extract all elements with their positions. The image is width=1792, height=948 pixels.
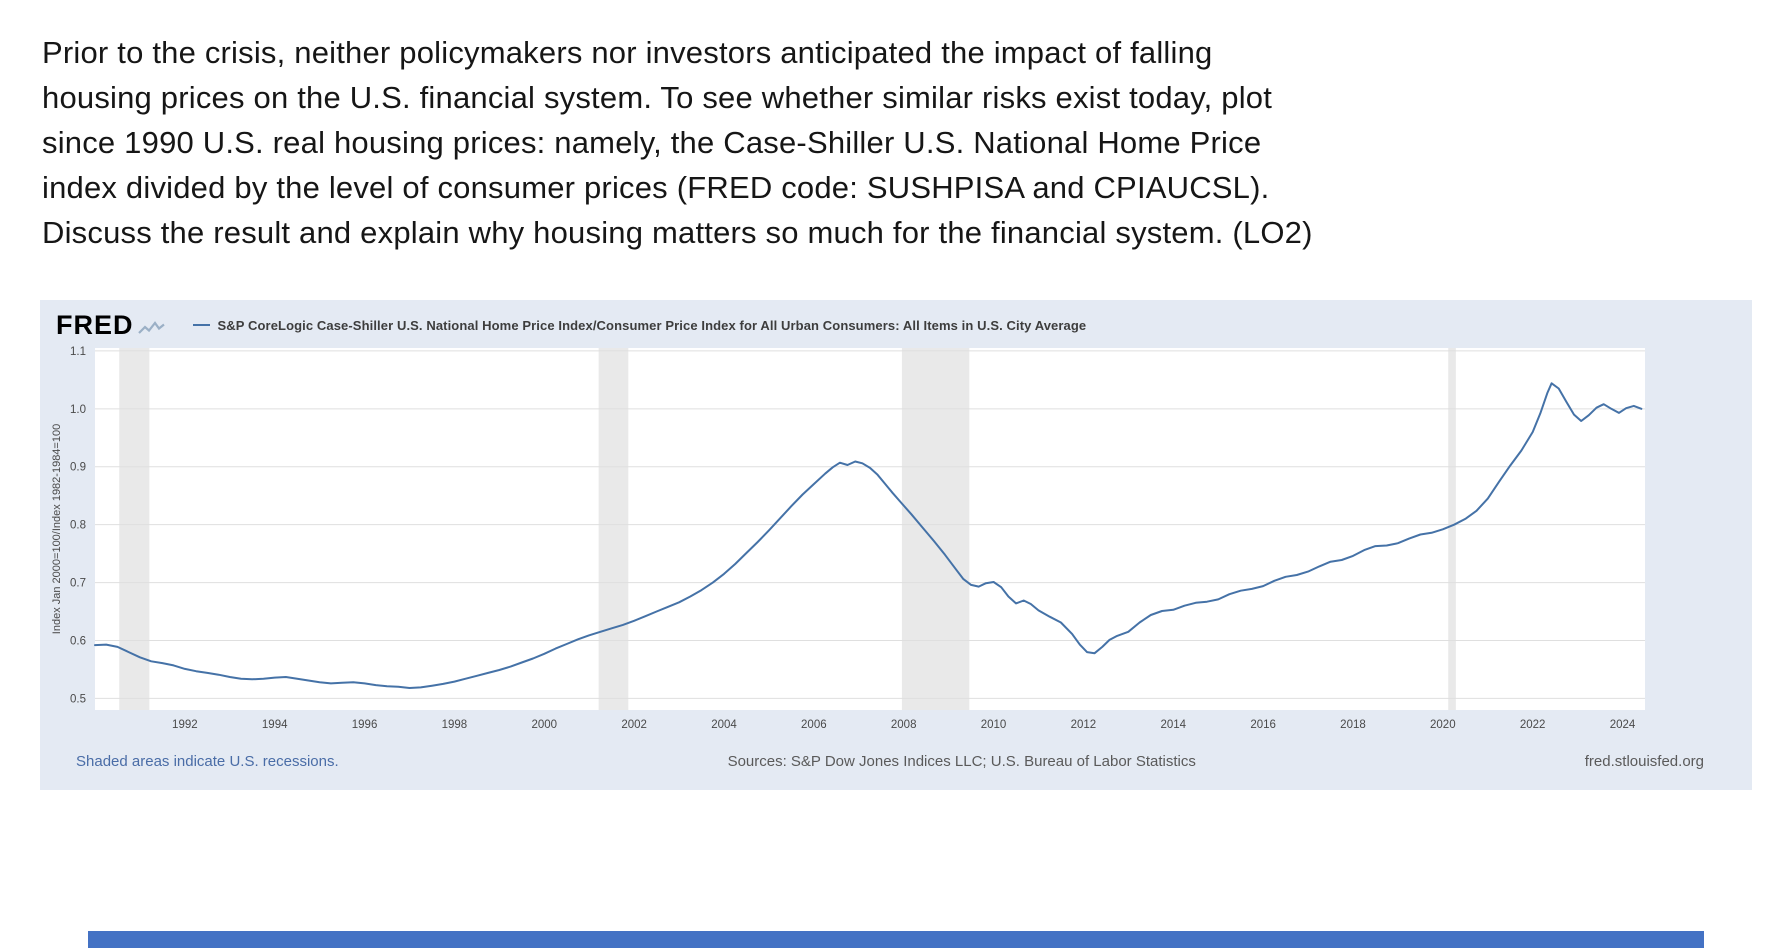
x-tick-label: 2008 (891, 719, 917, 731)
x-tick-label: 1992 (172, 719, 198, 731)
x-tick-label: 2004 (711, 719, 737, 731)
series-legend: S&P CoreLogic Case-Shiller U.S. National… (192, 317, 1087, 333)
clipped-blue-bar (88, 931, 1704, 948)
fred-chart-footer: Shaded areas indicate U.S. recessions. S… (76, 753, 1704, 770)
x-tick-label: 2018 (1340, 719, 1366, 731)
y-tick-label: 0.6 (70, 635, 86, 647)
fred-chart-svg: 0.5 0.6 0.7 0.8 0.9 1.0 1.1 1992 1994 1996 1998 200… (51, 346, 1645, 731)
fred-chart-header: FRED S&P CoreLogic Case-Shiller U.S. Nat… (56, 310, 1086, 340)
legend-label: S&P CoreLogic Case-Shiller U.S. National… (217, 317, 1087, 333)
y-tick-label: 0.5 (70, 693, 86, 705)
fred-chart-panel: FRED S&P CoreLogic Case-Shiller U.S. Nat… (40, 300, 1752, 790)
x-tick-label: 2014 (1160, 719, 1186, 731)
question-text: Prior to the crisis, neither policymaker… (42, 30, 1313, 255)
x-tick-label: 2000 (531, 719, 557, 731)
series-line (94, 382, 1643, 689)
question-line: Prior to the crisis, neither policymaker… (42, 35, 1213, 70)
question-line: housing prices on the U.S. financial sys… (42, 80, 1273, 115)
fred-site-link[interactable]: fred.stlouisfed.org (1584, 753, 1704, 770)
fred-logo: FRED (56, 310, 134, 340)
x-tick-label: 1994 (262, 719, 288, 731)
x-tick-label: 1996 (352, 719, 378, 731)
y-tick-label: 0.9 (70, 462, 86, 474)
y-tick-label: 0.7 (70, 578, 86, 590)
x-tick-label: 2010 (981, 719, 1007, 731)
x-tick-label: 2006 (801, 719, 827, 731)
recession-band (1448, 348, 1456, 710)
recession-band (901, 348, 970, 710)
question-line: since 1990 U.S. real housing prices: nam… (42, 125, 1262, 160)
plot-area (95, 348, 1645, 710)
question-line: index divided by the level of consumer p… (42, 170, 1270, 205)
fred-logo-sparkline-icon (137, 320, 165, 334)
legend-line-swatch (192, 324, 210, 326)
x-tick-label: 2002 (621, 719, 647, 731)
x-tick-label: 2024 (1610, 719, 1636, 731)
recession-note: Shaded areas indicate U.S. recessions. (76, 753, 339, 770)
y-tick-label: 1.1 (70, 346, 86, 358)
recession-band (598, 348, 629, 710)
y-tick-label: 1.0 (70, 404, 86, 416)
x-tick-label: 1998 (442, 719, 468, 731)
x-tick-label: 2012 (1071, 719, 1097, 731)
sources-note: Sources: S&P Dow Jones Indices LLC; U.S.… (727, 753, 1196, 770)
question-line: Discuss the result and explain why housi… (42, 215, 1313, 250)
x-tick-label: 2022 (1520, 719, 1546, 731)
y-tick-label: 0.8 (70, 520, 86, 532)
y-axis-title: Index Jan 2000=100/Index 1982-1984=100 (51, 424, 63, 634)
x-tick-label: 2016 (1250, 719, 1276, 731)
x-tick-label: 2020 (1430, 719, 1456, 731)
